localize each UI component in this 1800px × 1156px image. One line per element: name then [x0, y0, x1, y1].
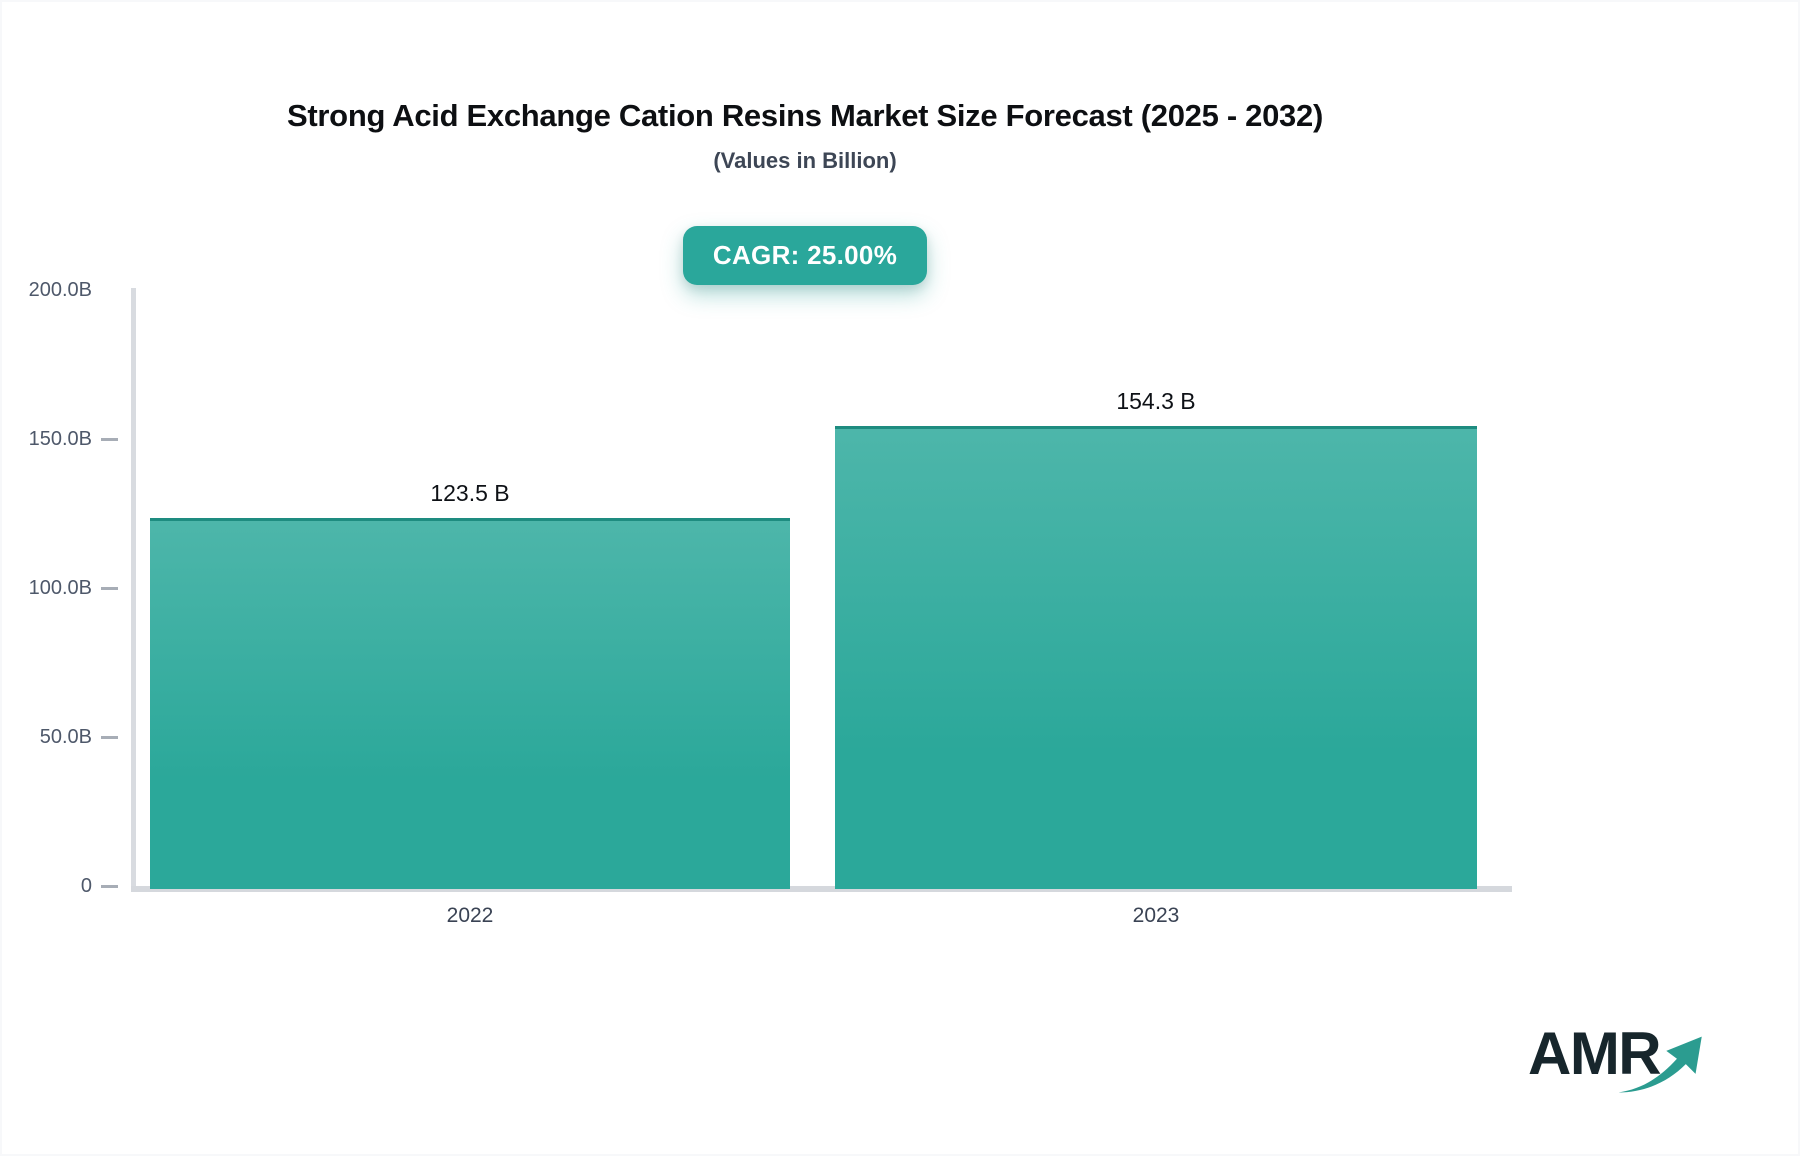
bar-2023[interactable]: [835, 426, 1477, 889]
y-axis-tick-label: 0: [80, 875, 92, 897]
x-axis-label-2023: 2023: [1132, 904, 1180, 927]
y-axis-tick-label: 100.0B: [28, 577, 92, 599]
x-axis-label-2022: 2022: [446, 904, 494, 927]
y-axis-tick-mark: [101, 885, 118, 888]
y-axis-tick-mark: [101, 736, 118, 739]
bar-2022[interactable]: [150, 517, 790, 889]
y-axis-line: [131, 288, 136, 888]
growth-arrow-icon: [1618, 1036, 1702, 1093]
y-axis-tick-label: 50.0B: [39, 726, 92, 748]
cagr-badge: CAGR: 25.00%: [682, 226, 928, 285]
y-axis-tick-label: 200.0B: [28, 279, 92, 301]
chart-header: Strong Acid Exchange Cation Resins Marke…: [0, 0, 1610, 285]
chart-title: Strong Acid Exchange Cation Resins Marke…: [287, 98, 1323, 133]
amr-logo-text: AMR: [1528, 1020, 1662, 1087]
bar-value-label-2022: 123.5 B: [430, 479, 510, 506]
bar-value-label-2023: 154.3 B: [1116, 388, 1196, 415]
y-axis-tick-mark: [101, 438, 118, 441]
chart-subtitle: (Values in Billion): [713, 148, 897, 173]
y-axis-tick-label: 150.0B: [28, 428, 92, 450]
x-axis-line: [131, 886, 1512, 892]
amr-logo: AMR: [1528, 1022, 1718, 1112]
y-axis-tick-mark: [101, 587, 118, 590]
